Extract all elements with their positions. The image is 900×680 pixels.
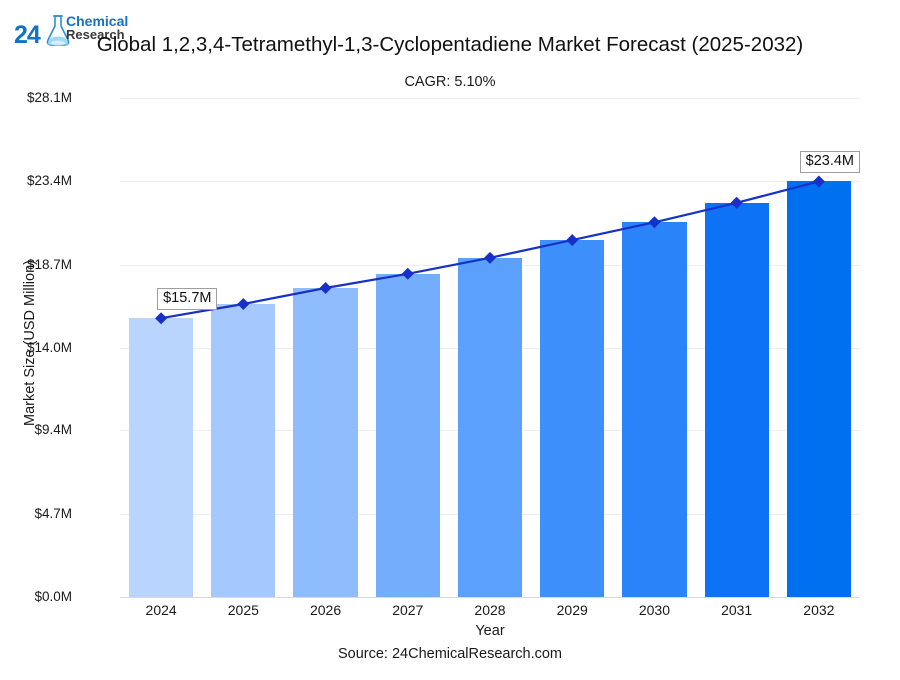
x-axis-tick-label: 2025 bbox=[227, 602, 259, 618]
x-axis-tick-label: 2031 bbox=[721, 602, 753, 618]
y-axis-tick-label: $9.4M bbox=[34, 422, 72, 438]
bar-2026[interactable] bbox=[293, 288, 358, 597]
bar-2028[interactable] bbox=[457, 257, 523, 597]
x-axis-tick-label: 2032 bbox=[803, 602, 835, 618]
x-axis-tick-label: 2026 bbox=[309, 602, 342, 618]
gridline bbox=[120, 181, 860, 183]
x-axis-title: Year bbox=[475, 623, 505, 639]
bar-2024[interactable] bbox=[129, 318, 194, 597]
logo-number: 24 bbox=[14, 21, 41, 49]
logo-wordmark: Chemical Research bbox=[66, 14, 128, 42]
y-axis-tick-label: $23.4M bbox=[26, 173, 72, 189]
y-axis-tick-label: $28.1M bbox=[26, 90, 72, 105]
chart-subtitle-cagr: CAGR: 5.10% bbox=[404, 74, 496, 90]
x-axis-tick-label: 2027 bbox=[392, 602, 424, 618]
y-axis-tick-label: $18.7M bbox=[26, 256, 72, 272]
bar-2025[interactable] bbox=[211, 304, 276, 597]
data-label-2024: $15.7M bbox=[157, 288, 218, 311]
logo-word-research: Research bbox=[66, 27, 125, 42]
x-axis-tick-label: 2028 bbox=[474, 602, 506, 618]
bar-2029[interactable] bbox=[540, 240, 605, 597]
gridline bbox=[120, 597, 860, 598]
data-label-2032: $23.4M bbox=[799, 151, 860, 174]
source-note: Source: 24ChemicalResearch.com bbox=[337, 646, 563, 662]
site-logo: 24 Chemical Research bbox=[14, 10, 132, 52]
plot-area: $0.0M $4.7M $9.4M $14.0M $18.7M $23.4M $28.1M … bbox=[27, 90, 860, 618]
chart-title: Global 1,2,3,4-Tetramethyl-1,3-Cyclopent… bbox=[96, 33, 804, 56]
bar-2030[interactable] bbox=[622, 222, 687, 597]
bar-2027[interactable] bbox=[375, 273, 440, 597]
y-axis-tick-label: $4.7M bbox=[34, 505, 72, 521]
y-axis-tick-label: $14.0M bbox=[26, 340, 72, 356]
logo-word-chemical: Chemical bbox=[66, 13, 129, 29]
gridline bbox=[120, 98, 860, 99]
flask-icon bbox=[46, 15, 70, 46]
bar-2031[interactable] bbox=[704, 202, 769, 597]
x-axis-tick-label: 2024 bbox=[145, 602, 177, 618]
bar-2032[interactable] bbox=[786, 181, 851, 597]
y-axis-tick-label: $0.0M bbox=[34, 589, 72, 604]
x-axis-tick-label: 2029 bbox=[556, 602, 588, 618]
x-axis-tick-label: 2030 bbox=[638, 602, 671, 618]
